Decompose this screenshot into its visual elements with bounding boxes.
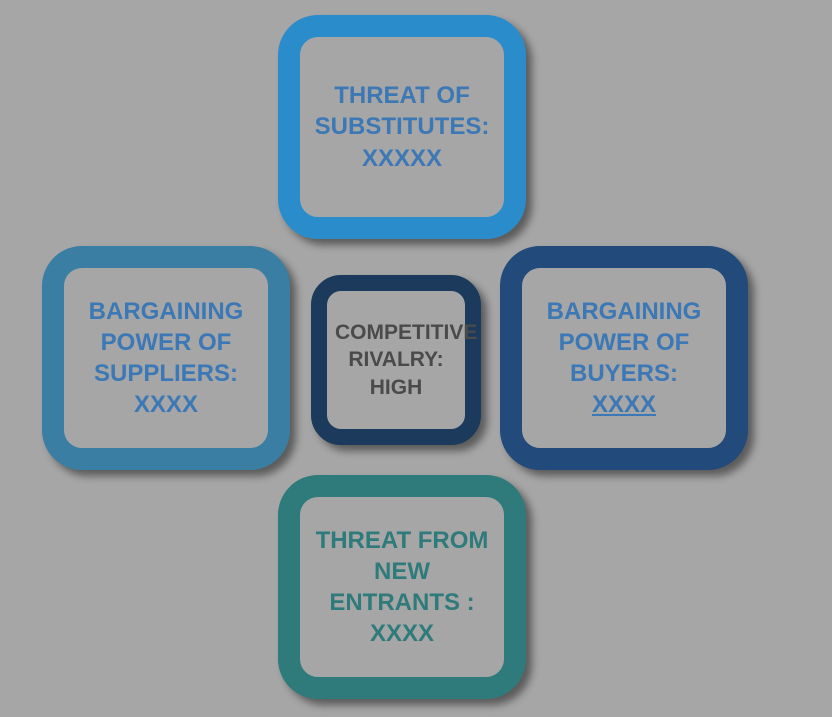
force-box-suppliers: BARGAINING POWER OF SUPPLIERS: XXXX xyxy=(42,246,290,470)
force-label: BARGAINING POWER OF SUPPLIERS: XXXX xyxy=(64,288,268,429)
force-title: BARGAINING POWER OF BUYERS: xyxy=(547,298,702,387)
force-value: XXXX xyxy=(134,391,198,418)
force-box-substitutes: THREAT OF SUBSTITUTES: XXXXX xyxy=(278,15,526,239)
force-label: BARGAINING POWER OF BUYERS: XXXX xyxy=(522,288,726,429)
force-title: COMPETITIVE RIVALRY: xyxy=(335,321,477,371)
force-value: HIGH xyxy=(370,376,423,399)
force-title: BARGAINING POWER OF SUPPLIERS: xyxy=(89,298,244,387)
force-label: THREAT FROM NEW ENTRANTS : XXXX xyxy=(300,517,504,658)
force-title: THREAT OF SUBSTITUTES: xyxy=(315,82,490,140)
force-box-rivalry-center: COMPETITIVE RIVALRY: HIGH xyxy=(311,275,481,445)
force-value: XXXX xyxy=(370,620,434,647)
force-value: XXXX xyxy=(592,391,656,418)
force-label: COMPETITIVE RIVALRY: HIGH xyxy=(327,311,465,409)
force-title: THREAT FROM NEW ENTRANTS : xyxy=(316,527,489,616)
force-box-buyers: BARGAINING POWER OF BUYERS: XXXX xyxy=(500,246,748,470)
force-value: XXXXX xyxy=(362,145,442,172)
force-box-new-entrants: THREAT FROM NEW ENTRANTS : XXXX xyxy=(278,475,526,699)
force-label: THREAT OF SUBSTITUTES: XXXXX xyxy=(300,72,504,182)
